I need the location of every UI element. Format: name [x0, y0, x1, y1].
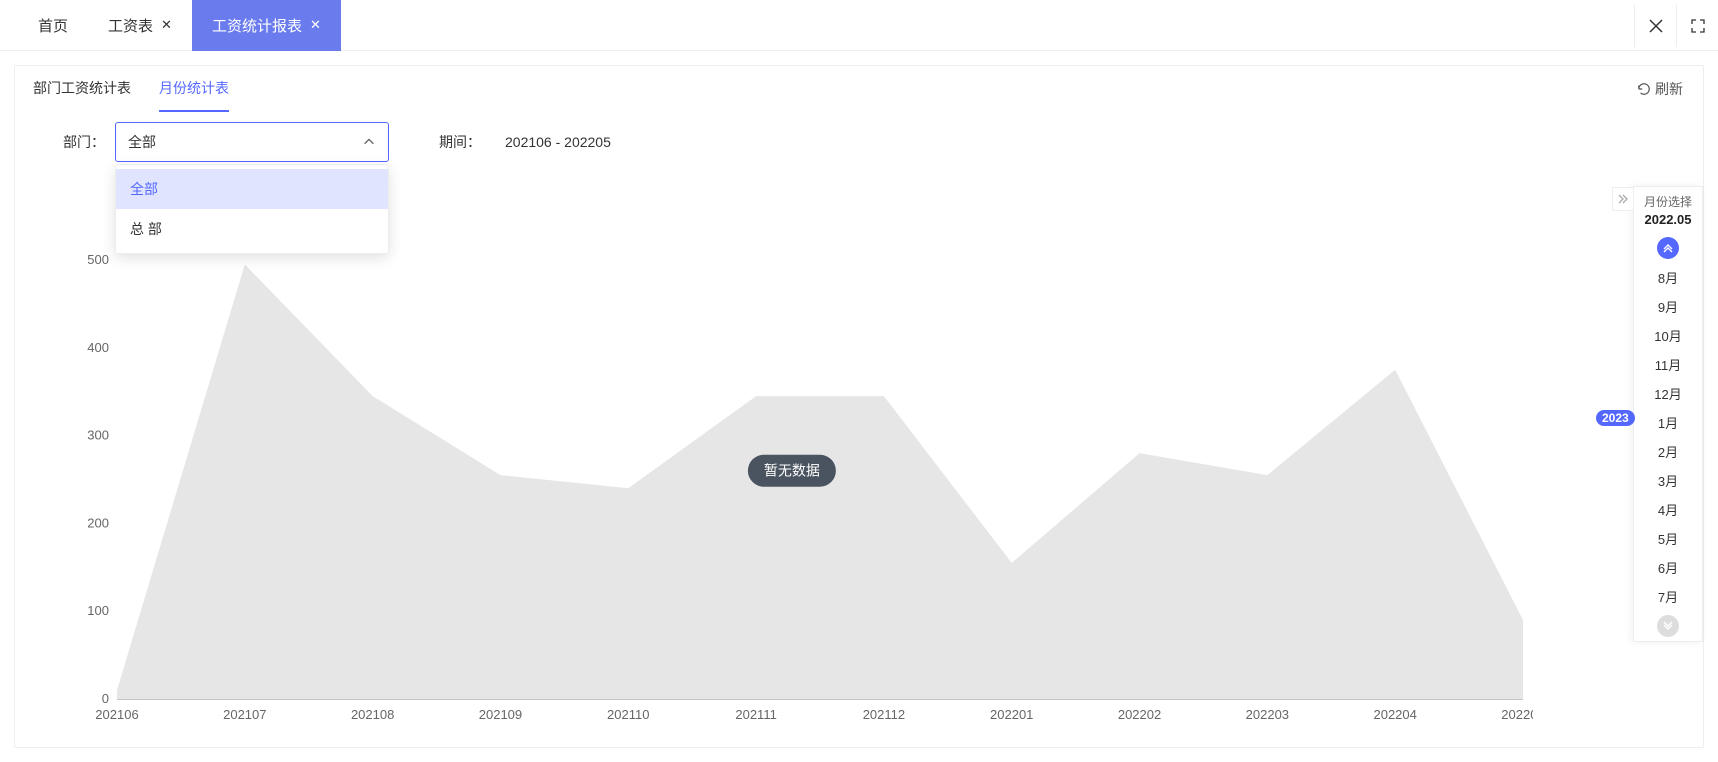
svg-text:300: 300: [87, 428, 109, 443]
month-item[interactable]: 2月: [1634, 437, 1702, 466]
month-item[interactable]: 12月: [1634, 379, 1702, 408]
dept-option[interactable]: 全部: [116, 169, 388, 209]
close-icon[interactable]: ✕: [161, 17, 172, 33]
dept-label: 部门：: [63, 132, 105, 152]
refresh-button[interactable]: 刷新: [1637, 66, 1683, 112]
svg-text:202203: 202203: [1246, 707, 1289, 722]
month-item[interactable]: 1月2023: [1634, 408, 1702, 437]
top-tab-label: 工资表: [108, 15, 153, 36]
top-tab-label: 工资统计报表: [212, 15, 302, 36]
chevron-right-double-icon: [1617, 193, 1629, 205]
svg-text:202112: 202112: [863, 707, 905, 722]
fullscreen-icon: [1690, 18, 1706, 34]
month-item[interactable]: 11月: [1634, 350, 1702, 379]
month-list: 8月9月10月11月12月1月20232月3月4月5月6月7月: [1634, 263, 1702, 611]
month-item[interactable]: 8月: [1634, 263, 1702, 292]
chevron-up-double-icon: [1662, 242, 1674, 254]
svg-text:202201: 202201: [990, 707, 1033, 722]
period-label: 期间：: [439, 132, 481, 152]
svg-text:暂无数据: 暂无数据: [764, 462, 820, 478]
top-tab-home[interactable]: 首页: [18, 0, 88, 51]
month-item[interactable]: 6月: [1634, 553, 1702, 582]
sub-tab-month-stats[interactable]: 月份统计表: [159, 66, 229, 112]
dept-select[interactable]: 全部: [115, 122, 389, 162]
dept-option[interactable]: 总 部: [116, 209, 388, 249]
year-badge: 2023: [1596, 410, 1635, 426]
dept-select-value: 全部: [128, 132, 156, 152]
dept-dropdown: 全部 总 部: [115, 164, 389, 254]
svg-text:100: 100: [87, 603, 109, 618]
month-picker-title: 月份选择: [1634, 187, 1702, 212]
month-scroll-down[interactable]: [1657, 615, 1679, 637]
svg-text:202109: 202109: [479, 707, 522, 722]
dept-option-label: 全部: [130, 181, 158, 197]
month-item[interactable]: 4月: [1634, 495, 1702, 524]
month-item[interactable]: 3月: [1634, 466, 1702, 495]
chevron-down-double-icon: [1662, 620, 1674, 632]
month-scroll-up[interactable]: [1657, 237, 1679, 259]
svg-text:202111: 202111: [735, 707, 776, 722]
month-item[interactable]: 7月: [1634, 582, 1702, 611]
refresh-label: 刷新: [1655, 79, 1683, 99]
sub-tab-bar: 部门工资统计表 月份统计表 刷新: [15, 66, 1703, 112]
close-all-button[interactable]: [1634, 5, 1676, 47]
sub-tab-label: 月份统计表: [159, 78, 229, 98]
month-picker: 月份选择 2022.05 8月9月10月11月12月1月20232月3月4月5月…: [1633, 186, 1703, 642]
svg-text:500: 500: [87, 252, 109, 267]
svg-text:202108: 202108: [351, 707, 394, 722]
month-item[interactable]: 5月: [1634, 524, 1702, 553]
top-tab-label: 首页: [38, 15, 68, 36]
chart-container: 0 100 200 300 400 500 202106 202107 202108 202109…: [65, 244, 1533, 729]
close-icon[interactable]: ✕: [310, 17, 321, 33]
month-picker-current: 2022.05: [1634, 212, 1702, 233]
report-panel: 部门工资统计表 月份统计表 刷新 部门： 全部: [14, 65, 1704, 748]
svg-text:202110: 202110: [607, 707, 649, 722]
collapse-button[interactable]: [1612, 187, 1634, 211]
svg-text:202202: 202202: [1118, 707, 1161, 722]
period-value: 202106 - 202205: [505, 134, 611, 150]
svg-text:202107: 202107: [223, 707, 266, 722]
dept-option-label: 总 部: [130, 221, 162, 237]
top-tab-salary[interactable]: 工资表 ✕: [88, 0, 192, 51]
svg-text:202204: 202204: [1373, 707, 1416, 722]
svg-text:202205: 202205: [1501, 707, 1533, 722]
sub-tab-label: 部门工资统计表: [33, 78, 131, 98]
month-item[interactable]: 10月: [1634, 321, 1702, 350]
filter-bar: 部门： 全部 全部 总 部 期间： 202106 - 202205: [15, 112, 1703, 172]
area-chart: 0 100 200 300 400 500 202106 202107 202108 202109…: [65, 244, 1533, 729]
close-icon: [1648, 18, 1664, 34]
topbar-actions: [1634, 0, 1718, 51]
chevron-up-icon: [362, 135, 376, 149]
period-display: 期间： 202106 - 202205: [439, 132, 611, 152]
svg-text:200: 200: [87, 515, 109, 530]
svg-text:0: 0: [102, 691, 109, 706]
svg-text:400: 400: [87, 340, 109, 355]
top-tab-bar: 首页 工资表 ✕ 工资统计报表 ✕: [0, 0, 1718, 51]
fullscreen-button[interactable]: [1676, 5, 1718, 47]
top-tab-salary-report[interactable]: 工资统计报表 ✕: [192, 0, 341, 51]
month-item[interactable]: 9月: [1634, 292, 1702, 321]
refresh-icon: [1637, 82, 1651, 96]
svg-text:202106: 202106: [95, 707, 138, 722]
sub-tab-dept-stats[interactable]: 部门工资统计表: [33, 66, 131, 112]
